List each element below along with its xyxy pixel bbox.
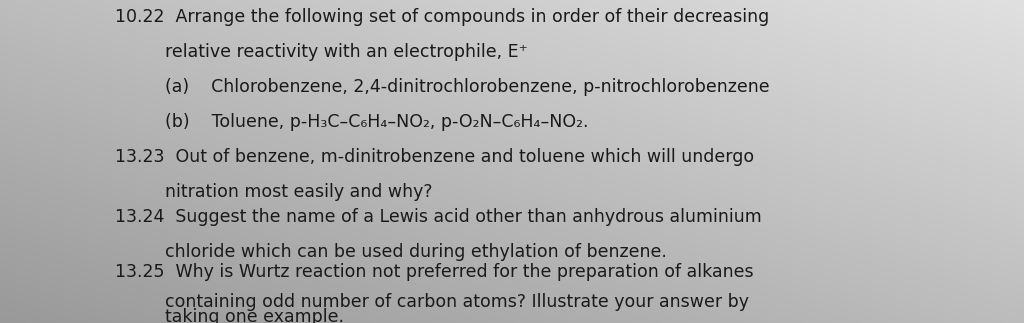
Text: chloride which can be used during ethylation of benzene.: chloride which can be used during ethyla… xyxy=(165,243,667,261)
Text: nitration most easily and why?: nitration most easily and why? xyxy=(165,183,432,201)
Text: relative reactivity with an electrophile, E⁺: relative reactivity with an electrophile… xyxy=(165,43,527,61)
Text: (b)    Toluene, p-H₃C–C₆H₄–NO₂, p-O₂N–C₆H₄–NO₂.: (b) Toluene, p-H₃C–C₆H₄–NO₂, p-O₂N–C₆H₄–… xyxy=(165,113,589,131)
Text: taking one example.: taking one example. xyxy=(165,308,344,323)
Text: 13.23  Out of benzene, m-dinitrobenzene and toluene which will undergo: 13.23 Out of benzene, m-dinitrobenzene a… xyxy=(115,148,754,166)
Text: 13.25  Why is Wurtz reaction not preferred for the preparation of alkanes: 13.25 Why is Wurtz reaction not preferre… xyxy=(115,263,754,281)
Text: containing odd number of carbon atoms? Illustrate your answer by: containing odd number of carbon atoms? I… xyxy=(165,293,749,311)
Text: (a)    Chlorobenzene, 2,4-dinitrochlorobenzene, p-nitrochlorobenzene: (a) Chlorobenzene, 2,4-dinitrochlorobenz… xyxy=(165,78,770,96)
Text: 13.24  Suggest the name of a Lewis acid other than anhydrous aluminium: 13.24 Suggest the name of a Lewis acid o… xyxy=(115,208,762,226)
Text: 10.22  Arrange the following set of compounds in order of their decreasing: 10.22 Arrange the following set of compo… xyxy=(115,8,769,26)
